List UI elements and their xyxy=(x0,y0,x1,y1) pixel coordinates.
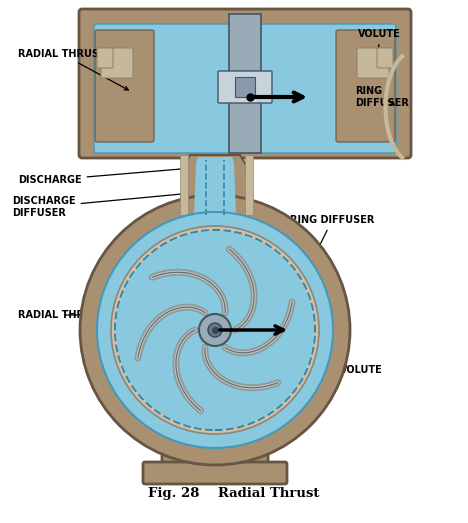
FancyBboxPatch shape xyxy=(336,30,395,142)
FancyBboxPatch shape xyxy=(143,462,287,484)
Text: DISCHARGE: DISCHARGE xyxy=(18,167,189,185)
FancyBboxPatch shape xyxy=(218,71,272,103)
Text: RING
DIFFUSER: RING DIFFUSER xyxy=(355,86,409,108)
Circle shape xyxy=(199,314,231,346)
Text: RADIAL THRUST: RADIAL THRUST xyxy=(18,49,128,90)
Circle shape xyxy=(80,195,350,465)
FancyBboxPatch shape xyxy=(357,48,389,78)
Text: Fig. 28    Radial Thrust: Fig. 28 Radial Thrust xyxy=(148,486,320,499)
Polygon shape xyxy=(194,157,236,215)
Text: VOLUTE: VOLUTE xyxy=(317,360,383,375)
Circle shape xyxy=(116,231,314,429)
FancyBboxPatch shape xyxy=(95,30,154,142)
Circle shape xyxy=(97,212,333,448)
FancyBboxPatch shape xyxy=(377,48,393,68)
Circle shape xyxy=(208,323,222,337)
Text: VOLUTE: VOLUTE xyxy=(358,29,401,56)
FancyBboxPatch shape xyxy=(162,435,268,475)
Circle shape xyxy=(111,226,319,434)
FancyBboxPatch shape xyxy=(235,77,255,97)
FancyBboxPatch shape xyxy=(101,48,133,78)
Text: RING DIFFUSER: RING DIFFUSER xyxy=(290,215,374,262)
Text: DISCHARGE
DIFFUSER: DISCHARGE DIFFUSER xyxy=(12,191,199,218)
FancyBboxPatch shape xyxy=(79,9,411,158)
FancyBboxPatch shape xyxy=(97,48,113,68)
Polygon shape xyxy=(180,155,250,215)
FancyBboxPatch shape xyxy=(229,14,261,153)
FancyBboxPatch shape xyxy=(180,155,188,215)
Text: RADIAL THRUST: RADIAL THRUST xyxy=(18,310,106,320)
FancyBboxPatch shape xyxy=(245,155,253,215)
FancyBboxPatch shape xyxy=(94,24,396,153)
